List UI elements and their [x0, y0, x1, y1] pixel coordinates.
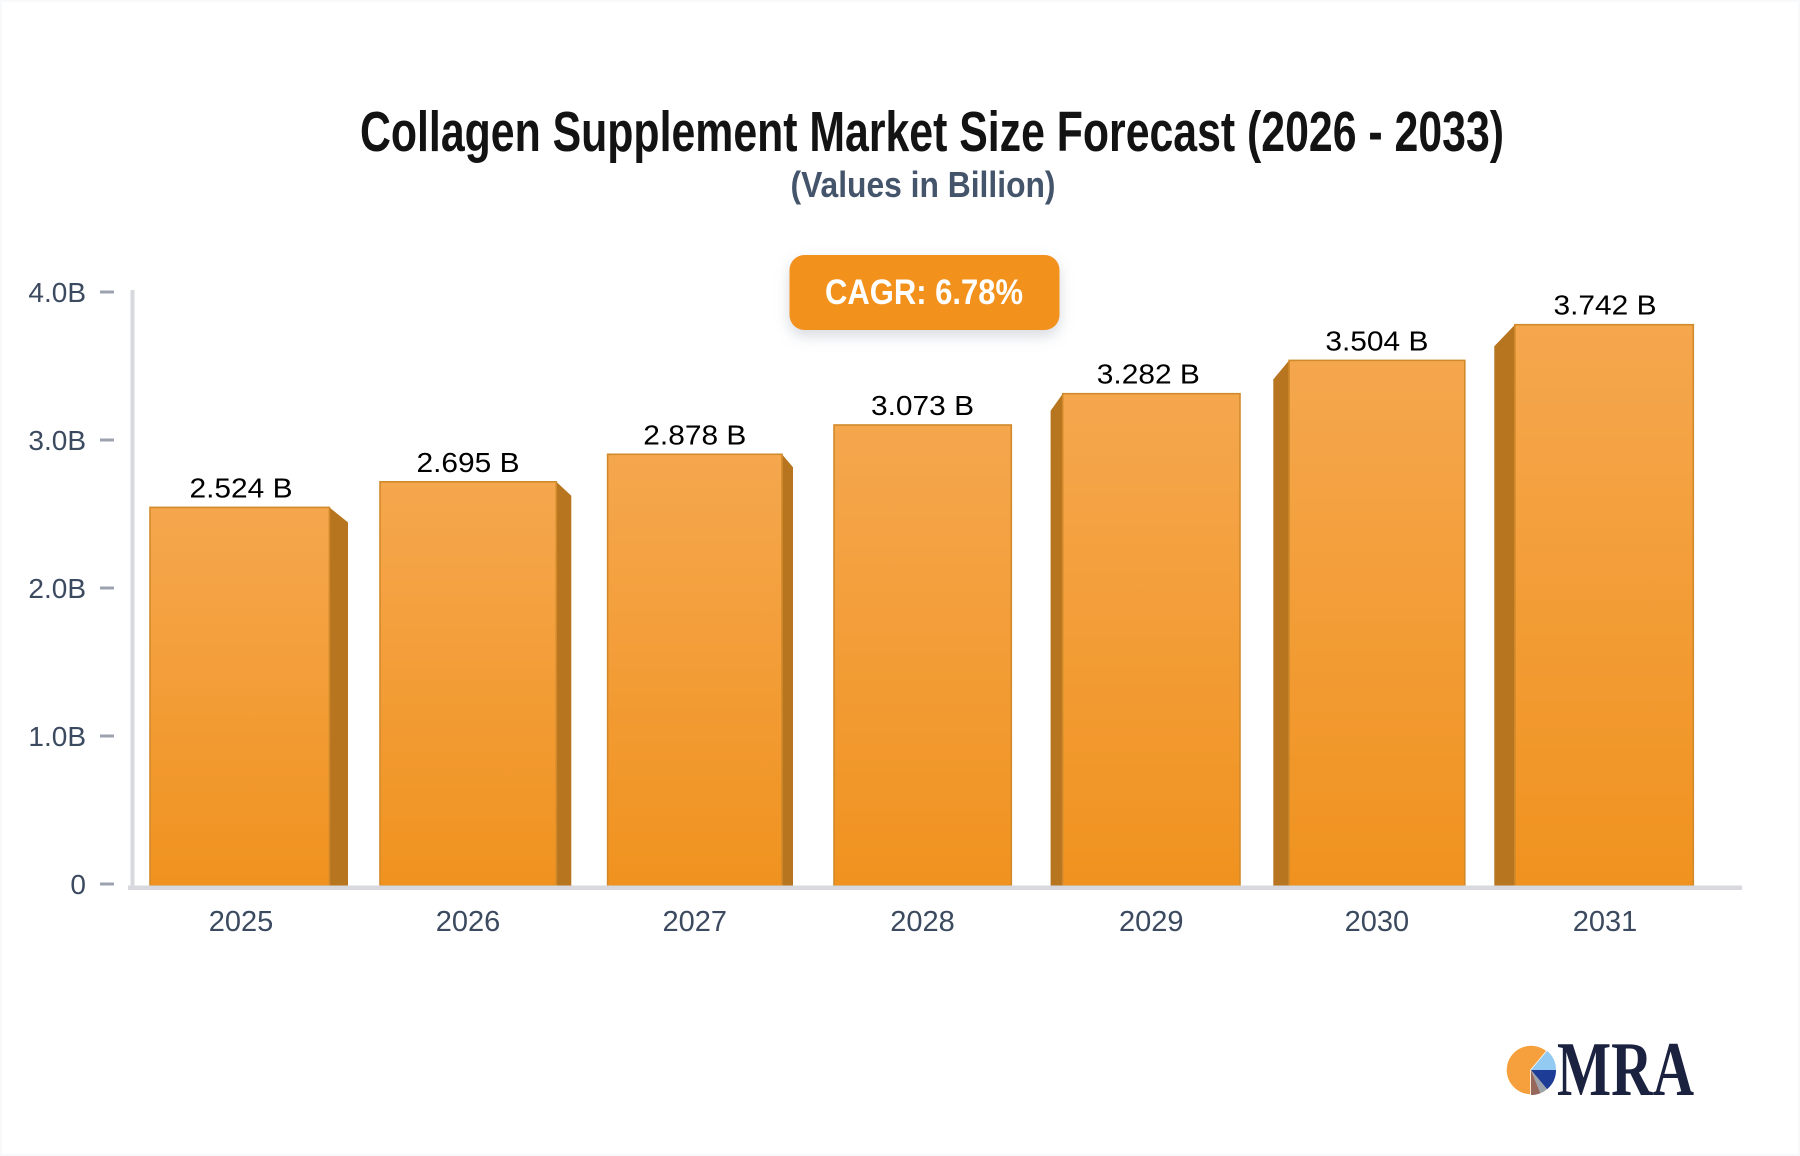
svg-text:2.695 B: 2.695 B — [417, 447, 520, 478]
svg-text:Collagen Supplement Market Siz: Collagen Supplement Market Size Forecast… — [360, 100, 1504, 164]
svg-text:2029: 2029 — [1119, 906, 1184, 938]
svg-text:2030: 2030 — [1345, 906, 1410, 938]
svg-text:2.524 B: 2.524 B — [190, 472, 293, 503]
svg-text:2027: 2027 — [663, 906, 728, 938]
svg-text:3.073 B: 3.073 B — [871, 390, 974, 421]
svg-text:1.0B: 1.0B — [28, 721, 86, 752]
svg-text:(Values in Billion): (Values in Billion) — [791, 164, 1056, 205]
svg-text:0: 0 — [70, 869, 86, 900]
svg-text:2.0B: 2.0B — [28, 573, 86, 604]
svg-text:2026: 2026 — [436, 906, 501, 938]
svg-text:3.504 B: 3.504 B — [1325, 325, 1428, 356]
svg-text:2025: 2025 — [209, 906, 274, 938]
svg-text:3.742 B: 3.742 B — [1554, 290, 1657, 321]
svg-text:2.878 B: 2.878 B — [643, 419, 746, 450]
svg-text:2031: 2031 — [1573, 906, 1638, 938]
svg-text:CAGR: 6.78%: CAGR: 6.78% — [825, 273, 1023, 312]
svg-text:4.0B: 4.0B — [28, 277, 86, 308]
svg-text:3.0B: 3.0B — [28, 425, 86, 456]
svg-text:3.282 B: 3.282 B — [1097, 359, 1200, 390]
svg-text:MRA: MRA — [1557, 1026, 1694, 1112]
svg-text:2028: 2028 — [890, 906, 955, 938]
